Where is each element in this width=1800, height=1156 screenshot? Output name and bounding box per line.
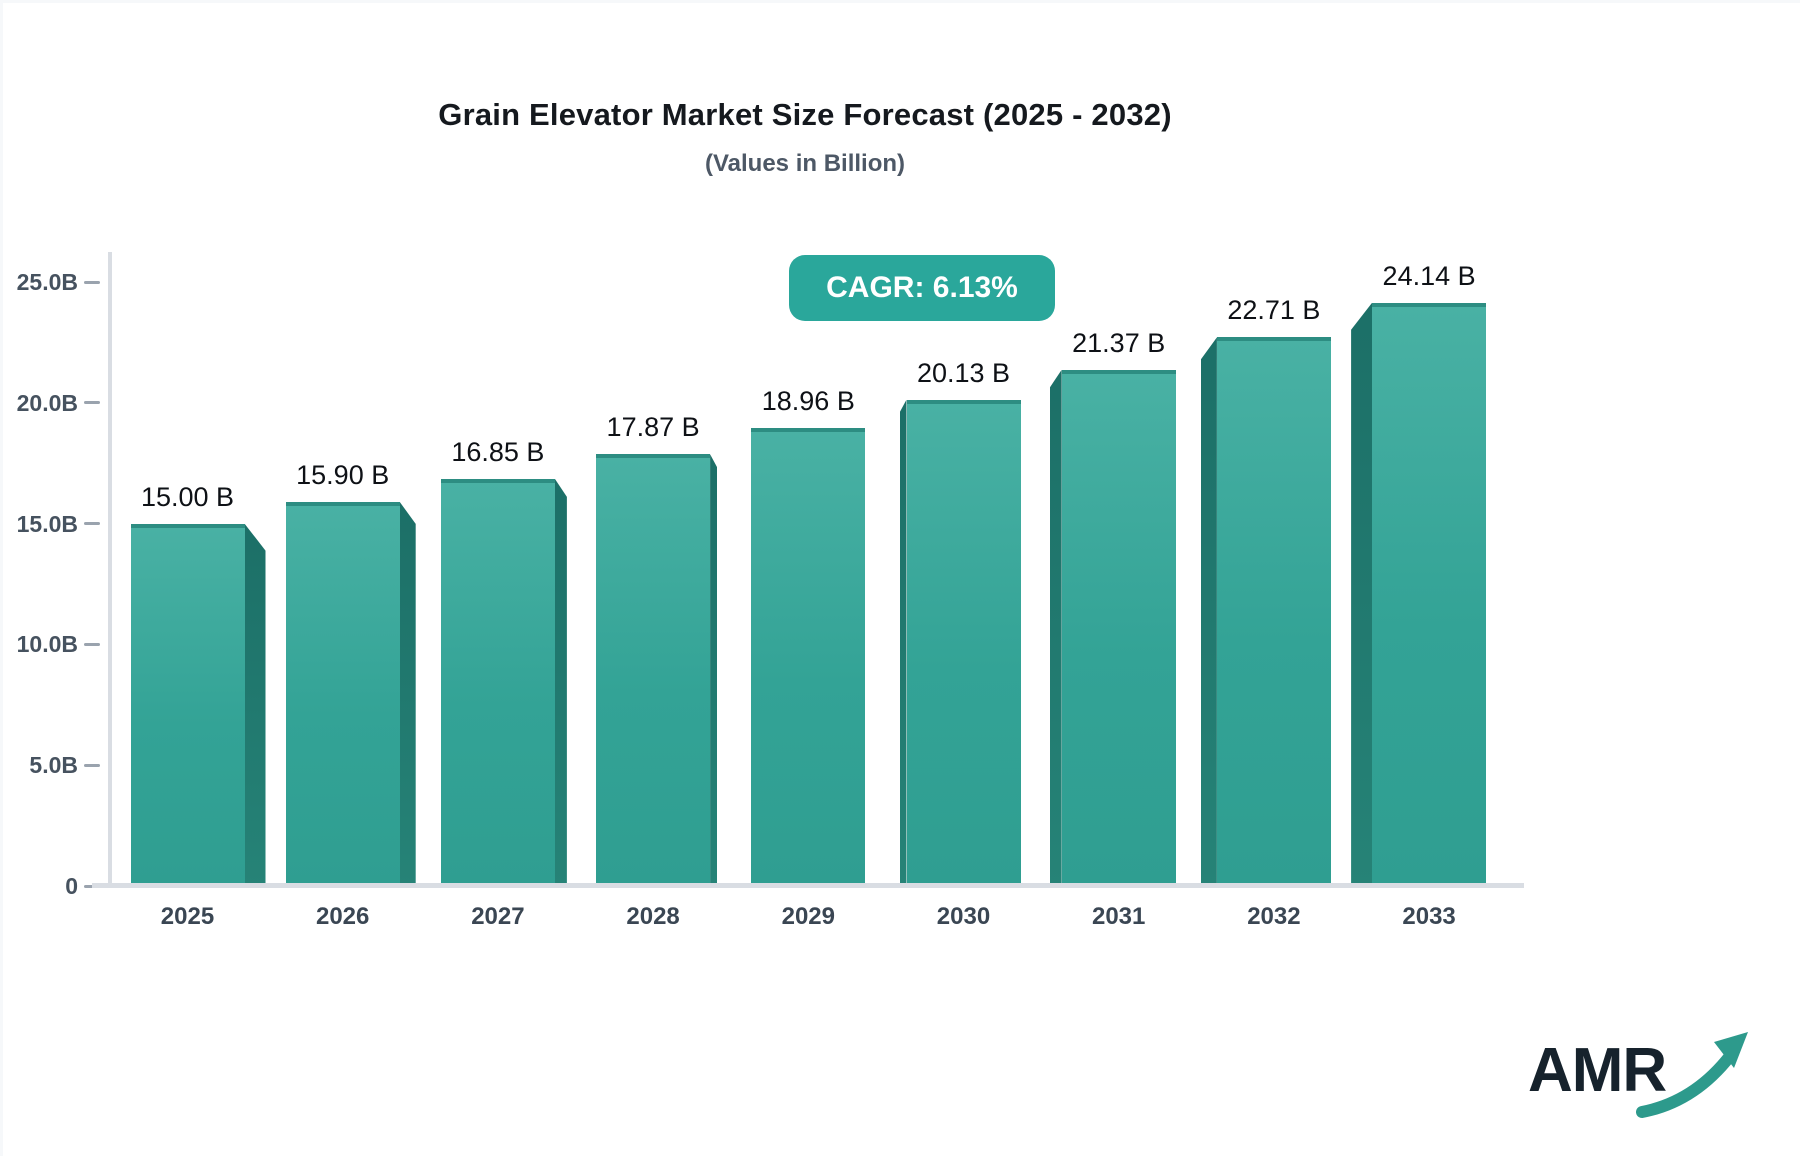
chart-title: Grain Elevator Market Size Forecast (202… <box>438 97 1172 132</box>
x-axis-label: 2027 <box>471 903 525 930</box>
x-axis-label: 2032 <box>1247 903 1301 930</box>
x-axis-label: 2029 <box>781 903 835 930</box>
bar-2031[interactable] <box>1061 369 1176 886</box>
y-axis-tick <box>84 280 100 284</box>
y-axis-tick <box>84 763 100 767</box>
bar-value-label: 24.14 B <box>1382 260 1476 291</box>
bar-side-3d <box>1351 302 1373 886</box>
x-axis-label: 2028 <box>626 903 680 930</box>
bar-value-label: 22.71 B <box>1227 295 1321 326</box>
cagr-badge: CAGR: 6.13% <box>789 255 1055 321</box>
bar-side-3d <box>899 399 907 886</box>
bar-2027[interactable] <box>440 478 555 886</box>
x-axis-label: 2025 <box>160 903 215 930</box>
bar-2026[interactable] <box>285 501 400 886</box>
bar-value-label: 16.85 B <box>451 436 545 467</box>
x-axis-label: 2026 <box>315 903 370 930</box>
bar-value-label: 15.90 B <box>296 459 390 490</box>
y-axis-tick-label: 5.0B <box>29 752 78 779</box>
y-axis-tick-label: 25.0B <box>16 269 78 295</box>
bar-2032[interactable] <box>1216 337 1331 886</box>
x-axis-label: 2033 <box>1402 903 1456 930</box>
bar-value-label: 20.13 B <box>916 357 1011 388</box>
bar-side-3d <box>1200 337 1217 886</box>
y-axis-tick <box>84 401 100 405</box>
bar-value-label: 15.00 B <box>140 481 235 512</box>
bar-value-label: 18.96 B <box>761 385 855 416</box>
y-axis-tick-label: 15.0B <box>16 510 78 537</box>
y-axis-tick-label: 0 <box>65 873 78 899</box>
amr-logo-text: AMR <box>1528 1036 1667 1105</box>
chart-subtitle: (Values in Billion) <box>704 150 906 177</box>
y-axis-tick-label: 10.0B <box>16 631 78 658</box>
bar-2025[interactable] <box>130 523 245 886</box>
y-axis-tick <box>84 642 100 646</box>
bar-value-label: 17.87 B <box>606 412 700 443</box>
y-axis-tick <box>84 522 100 526</box>
bar-2029[interactable] <box>751 427 866 886</box>
bar-side-3d <box>244 523 266 886</box>
x-axis-label: 2030 <box>936 903 991 930</box>
bar-side-3d <box>554 478 567 886</box>
y-axis-tick-label: 20.0B <box>16 389 78 416</box>
bar-2028[interactable] <box>596 454 711 886</box>
bar-side-3d <box>1049 369 1062 886</box>
x-axis-baseline <box>92 883 1524 888</box>
bar-side-3d <box>710 454 718 886</box>
bar-side-3d <box>399 501 416 886</box>
x-axis-label: 2031 <box>1091 903 1146 930</box>
amr-logo: AMR <box>1528 1032 1748 1134</box>
trend-up-arrow-icon <box>1636 1032 1748 1118</box>
bar-value-label: 21.37 B <box>1072 327 1166 358</box>
bar-2030[interactable] <box>906 399 1021 886</box>
y-axis-line <box>108 252 112 886</box>
bar-2033[interactable] <box>1372 302 1487 886</box>
